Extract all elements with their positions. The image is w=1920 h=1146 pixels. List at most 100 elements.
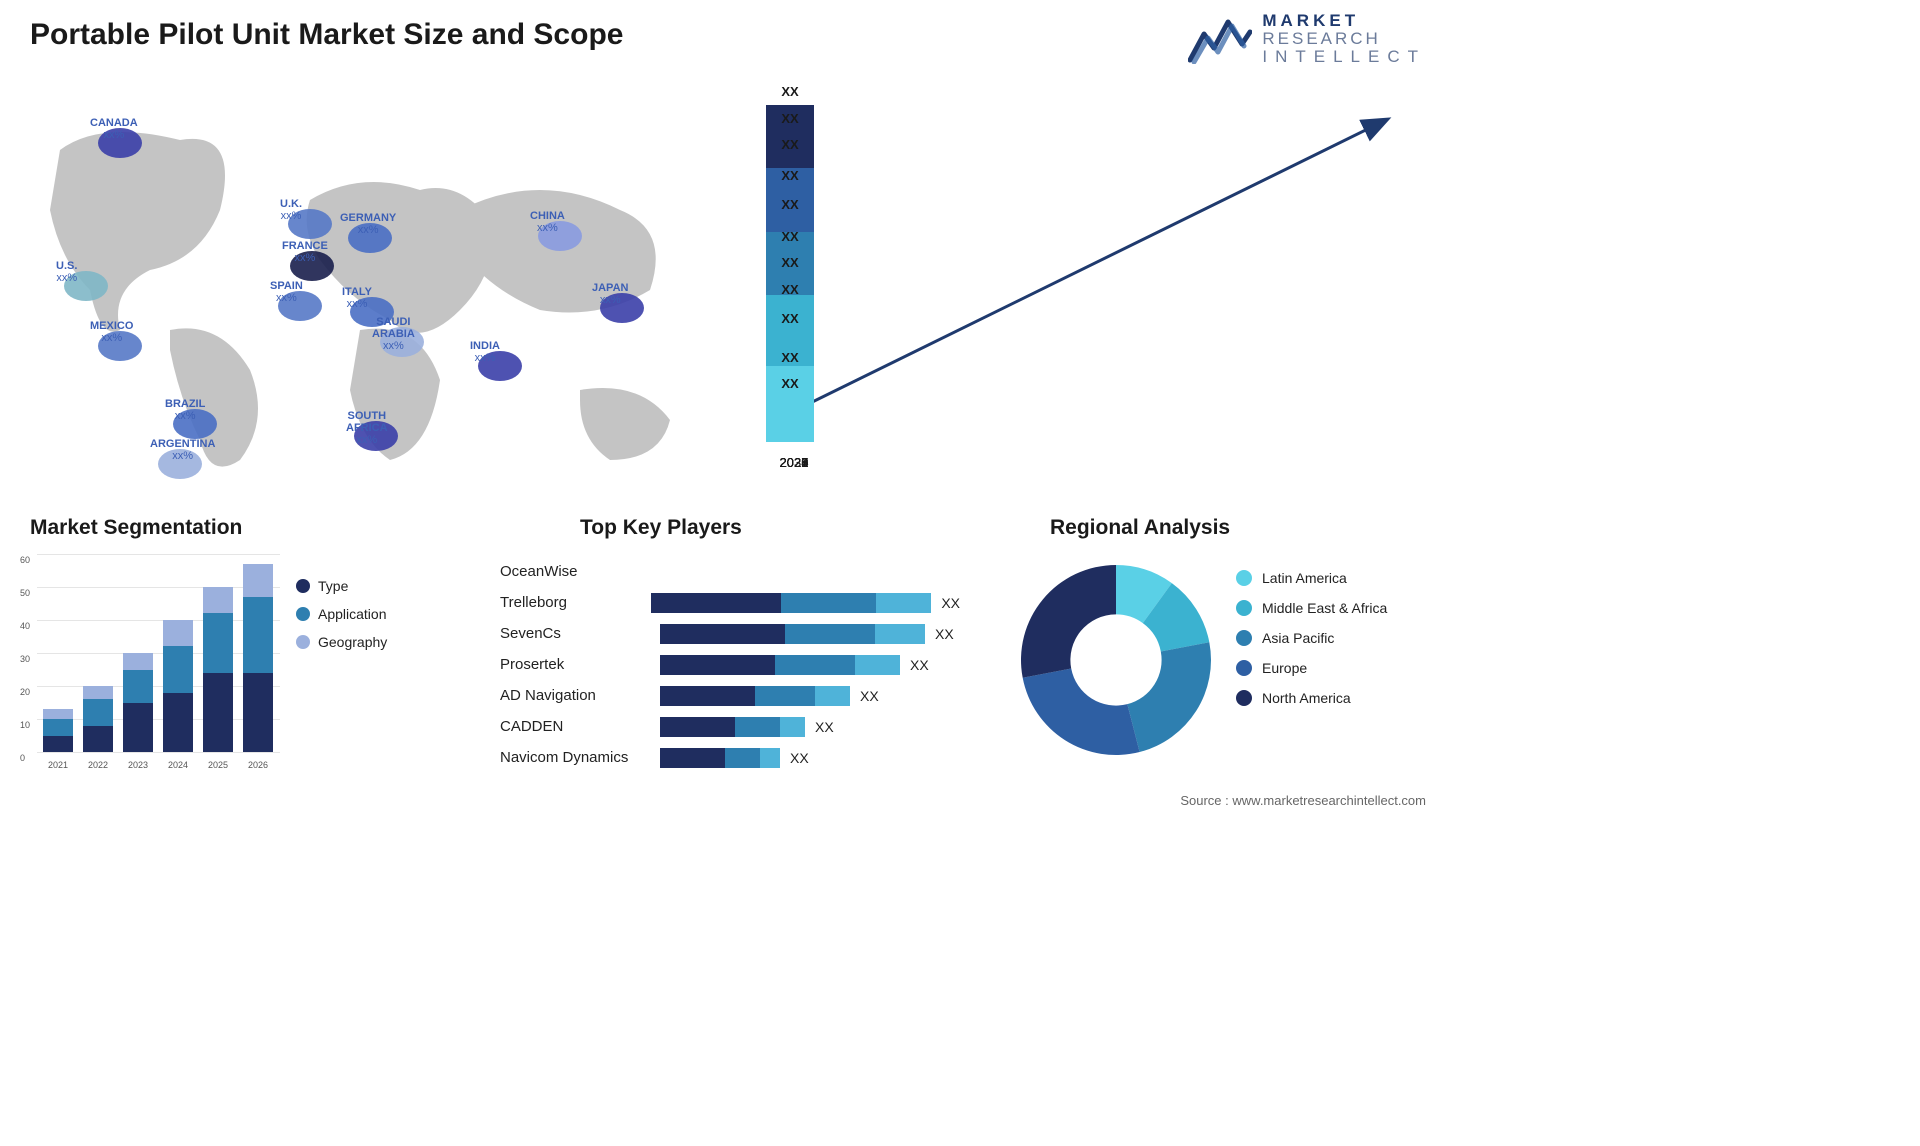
map-label: SAUDIARABIAxx% (372, 316, 415, 352)
player-value: XX (815, 719, 834, 735)
bar-value-label: XX (766, 168, 814, 183)
seg-year-label: 2026 (241, 760, 275, 770)
legend-swatch-icon (296, 635, 310, 649)
segmentation-title: Market Segmentation (30, 516, 242, 540)
legend-swatch-icon (1236, 660, 1252, 676)
bar-value-label: XX (766, 376, 814, 391)
map-label: INDIAxx% (470, 340, 500, 364)
donut-svg (1016, 560, 1216, 760)
page-title: Portable Pilot Unit Market Size and Scop… (30, 18, 623, 52)
world-map: CANADAxx%U.S.xx%MEXICOxx%BRAZILxx%ARGENT… (20, 90, 730, 490)
legend-swatch-icon (1236, 600, 1252, 616)
player-value: XX (941, 595, 960, 611)
map-label: GERMANYxx% (340, 212, 396, 236)
seg-bar (203, 587, 233, 752)
map-label: FRANCExx% (282, 240, 328, 264)
map-label: JAPANxx% (592, 282, 628, 306)
bar-value-label: XX (766, 111, 814, 126)
player-bar (660, 686, 850, 706)
market-bar (766, 105, 814, 442)
map-label: CHINAxx% (530, 210, 565, 234)
player-row: ProsertekXX (500, 649, 960, 680)
legend-swatch-icon (1236, 630, 1252, 646)
map-label: CANADAxx% (90, 117, 138, 141)
region-legend-label: North America (1262, 690, 1351, 706)
region-legend-label: Middle East & Africa (1262, 600, 1387, 616)
seg-bar (243, 564, 273, 752)
legend-swatch-icon (1236, 570, 1252, 586)
map-label: U.K.xx% (280, 198, 302, 222)
bar-value-label: XX (766, 197, 814, 212)
map-label: BRAZILxx% (165, 398, 205, 422)
region-legend-label: Latin America (1262, 570, 1347, 586)
player-bar (660, 624, 925, 644)
bar-value-label: XX (766, 255, 814, 270)
player-row: TrelleborgXX (500, 587, 960, 618)
player-value: XX (790, 750, 809, 766)
map-label: SOUTHAFRICAxx% (346, 410, 388, 446)
region-legend-label: Europe (1262, 660, 1307, 676)
legend-label: Type (318, 578, 348, 594)
source-attribution: Source : www.marketresearchintellect.com (1180, 793, 1426, 808)
regional-title: Regional Analysis (1050, 516, 1230, 540)
regional-donut (1016, 560, 1216, 760)
seg-bar (123, 653, 153, 752)
legend-item: Application (296, 606, 387, 622)
players-title: Top Key Players (580, 516, 742, 540)
legend-swatch-icon (296, 579, 310, 593)
y-tick: 30 (20, 654, 30, 664)
y-tick: 20 (20, 687, 30, 697)
logo-text: MARKET RESEARCH INTELLECT (1262, 12, 1426, 66)
bar-value-label: XX (766, 137, 814, 152)
segmentation-chart: 0102030405060202120222023202420252026 (20, 548, 280, 776)
donut-slice (1127, 642, 1211, 752)
market-size-bars: XX2021XX2022XX2023XX2024XX2025XX2026XX20… (766, 100, 1406, 470)
y-tick: 50 (20, 588, 30, 598)
legend-label: Application (318, 606, 387, 622)
brand-logo: MARKET RESEARCH INTELLECT (1188, 12, 1426, 66)
y-tick: 10 (20, 720, 30, 730)
logo-line3: INTELLECT (1262, 48, 1426, 66)
map-label: MEXICOxx% (90, 320, 133, 344)
player-row: OceanWise (500, 556, 960, 587)
player-name: Navicom Dynamics (500, 749, 660, 766)
seg-bar (83, 686, 113, 752)
player-row: AD NavigationXX (500, 680, 960, 711)
bar-value-label: XX (766, 282, 814, 297)
seg-year-label: 2021 (41, 760, 75, 770)
region-legend-item: Europe (1236, 660, 1426, 676)
player-value: XX (935, 626, 954, 642)
map-label: ITALYxx% (342, 286, 372, 310)
bar-value-label: XX (766, 350, 814, 365)
bar-value-label: XX (766, 84, 814, 99)
player-value: XX (860, 688, 879, 704)
player-row: CADDEN XX (500, 711, 960, 742)
player-name: CADDEN (500, 718, 660, 735)
player-row: SevenCs XX (500, 618, 960, 649)
logo-line1: MARKET (1262, 12, 1426, 30)
map-label: SPAINxx% (270, 280, 303, 304)
legend-item: Type (296, 578, 387, 594)
seg-bar (163, 620, 193, 752)
region-legend-item: Latin America (1236, 570, 1426, 586)
legend-item: Geography (296, 634, 387, 650)
seg-year-label: 2023 (121, 760, 155, 770)
donut-slice (1021, 565, 1116, 678)
region-legend-item: Asia Pacific (1236, 630, 1426, 646)
legend-label: Geography (318, 634, 387, 650)
player-row: Navicom Dynamics XX (500, 742, 960, 773)
seg-year-label: 2025 (201, 760, 235, 770)
key-players-chart: OceanWiseTrelleborgXXSevenCsXXProsertekX… (500, 556, 960, 773)
region-legend-item: Middle East & Africa (1236, 600, 1426, 616)
region-legend-label: Asia Pacific (1262, 630, 1334, 646)
player-name: SevenCs (500, 625, 660, 642)
seg-year-label: 2024 (161, 760, 195, 770)
logo-mark-icon (1188, 14, 1252, 64)
player-name: OceanWise (500, 563, 660, 580)
player-bar (660, 717, 805, 737)
bar-value-label: XX (766, 229, 814, 244)
bar-value-label: XX (766, 311, 814, 326)
seg-year-label: 2022 (81, 760, 115, 770)
player-value: XX (910, 657, 929, 673)
player-bar (660, 748, 780, 768)
